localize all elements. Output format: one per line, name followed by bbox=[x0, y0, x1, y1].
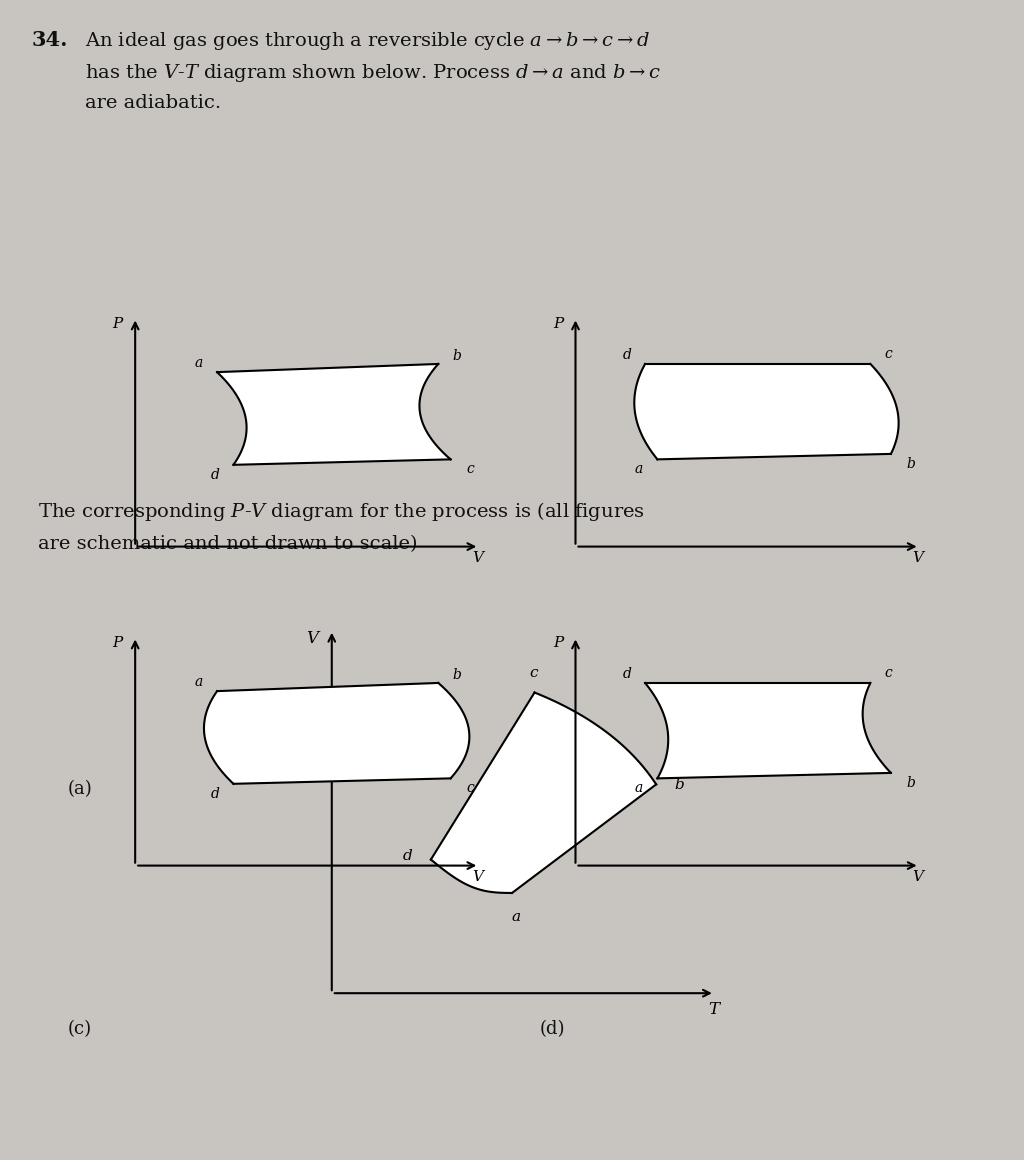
Text: $V$: $V$ bbox=[306, 630, 322, 647]
Text: (a): (a) bbox=[68, 780, 93, 798]
Text: $d$: $d$ bbox=[210, 466, 220, 481]
Text: $b$: $b$ bbox=[452, 667, 462, 682]
Text: $c$: $c$ bbox=[466, 781, 476, 795]
Text: $V$: $V$ bbox=[472, 869, 486, 884]
Text: $P$: $P$ bbox=[553, 316, 565, 331]
Text: $d$: $d$ bbox=[210, 785, 220, 800]
Text: $d$: $d$ bbox=[401, 848, 413, 863]
Text: $a$: $a$ bbox=[634, 462, 644, 476]
Text: $c$: $c$ bbox=[884, 666, 894, 681]
Text: $P$: $P$ bbox=[113, 316, 125, 331]
Polygon shape bbox=[204, 683, 469, 784]
Text: An ideal gas goes through a reversible cycle $a \rightarrow b \rightarrow c \rig: An ideal gas goes through a reversible c… bbox=[85, 30, 650, 52]
Text: $c$: $c$ bbox=[466, 462, 476, 476]
Text: $d$: $d$ bbox=[622, 666, 632, 681]
Text: 34.: 34. bbox=[32, 30, 69, 50]
Text: $V$: $V$ bbox=[912, 869, 927, 884]
Text: (d): (d) bbox=[540, 1020, 565, 1038]
Text: (b): (b) bbox=[540, 780, 565, 798]
Text: $a$: $a$ bbox=[634, 781, 644, 795]
Text: The corresponding $P$-$V$ diagram for the process is (all figures: The corresponding $P$-$V$ diagram for th… bbox=[38, 500, 645, 523]
Text: $b$: $b$ bbox=[674, 777, 685, 792]
Polygon shape bbox=[634, 364, 899, 459]
Polygon shape bbox=[431, 693, 656, 893]
Polygon shape bbox=[645, 683, 891, 778]
Text: $P$: $P$ bbox=[553, 635, 565, 650]
Text: $b$: $b$ bbox=[906, 456, 916, 471]
Text: $d$: $d$ bbox=[622, 347, 632, 362]
Text: $c$: $c$ bbox=[529, 666, 540, 680]
Polygon shape bbox=[217, 364, 451, 465]
Text: $P$: $P$ bbox=[113, 635, 125, 650]
Text: $a$: $a$ bbox=[511, 909, 521, 923]
Text: $a$: $a$ bbox=[194, 356, 204, 370]
Text: $c$: $c$ bbox=[884, 347, 894, 362]
Text: $T$: $T$ bbox=[708, 1001, 722, 1018]
Text: (c): (c) bbox=[68, 1020, 92, 1038]
Text: $b$: $b$ bbox=[452, 348, 462, 363]
Text: $b$: $b$ bbox=[906, 775, 916, 790]
Text: has the $V$-$T$ diagram shown below. Process $d \rightarrow a$ and $b \rightarro: has the $V$-$T$ diagram shown below. Pro… bbox=[85, 61, 662, 84]
Text: are adiabatic.: are adiabatic. bbox=[85, 94, 221, 113]
Text: $a$: $a$ bbox=[194, 675, 204, 689]
Text: $V$: $V$ bbox=[472, 550, 486, 565]
Text: are schematic and not drawn to scale): are schematic and not drawn to scale) bbox=[38, 535, 418, 553]
Text: $V$: $V$ bbox=[912, 550, 927, 565]
